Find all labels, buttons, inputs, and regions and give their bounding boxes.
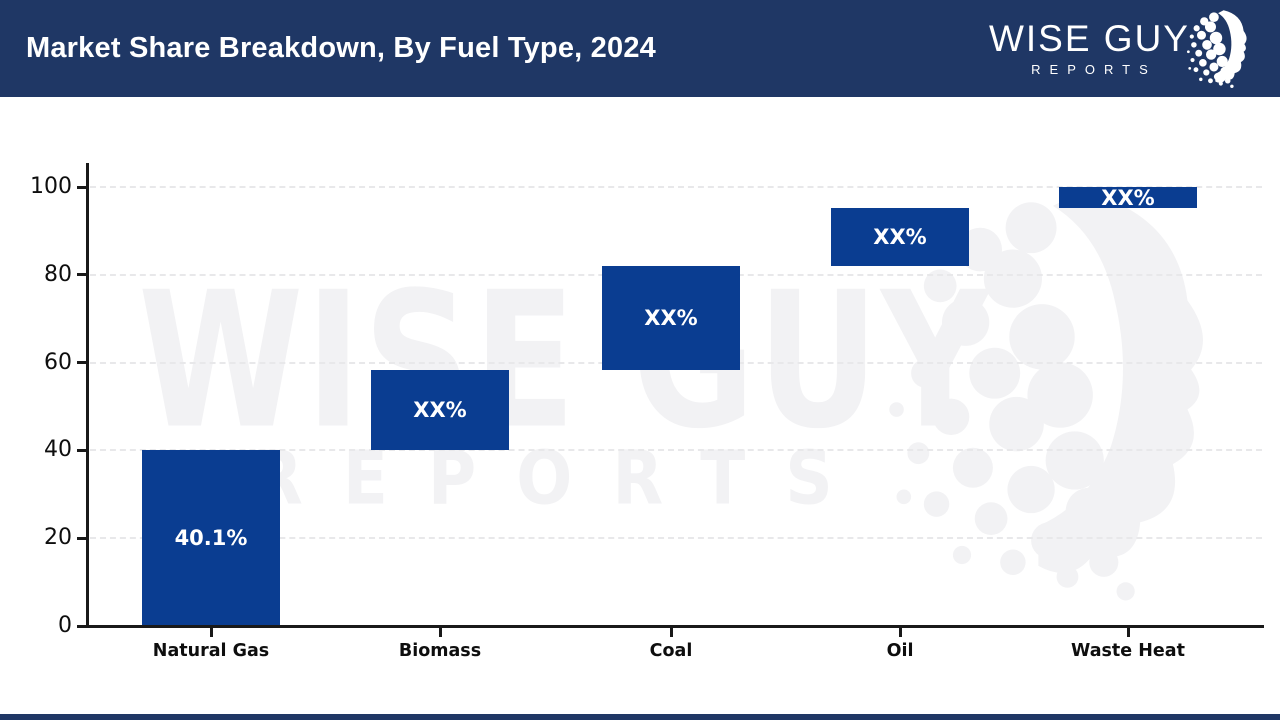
- y-tick-label: 40: [44, 437, 72, 463]
- watermark-text-line2: REPORTS: [252, 435, 873, 522]
- bar-value-label: XX%: [1101, 185, 1155, 210]
- x-tick-mark: [1126, 628, 1130, 637]
- gridline: [90, 186, 1262, 188]
- footer-bar: [0, 714, 1280, 720]
- x-axis-line: [86, 625, 1264, 628]
- x-category-label: Oil: [886, 641, 914, 661]
- x-category-label: Natural Gas: [152, 641, 270, 661]
- y-tick-label: 100: [30, 174, 72, 199]
- page-title: Market Share Breakdown, By Fuel Type, 20…: [26, 32, 656, 64]
- gridline: [90, 449, 1262, 452]
- bar-value-label: XX%: [873, 225, 927, 250]
- y-tick-mark: [77, 624, 86, 628]
- y-tick-label: 0: [58, 613, 72, 638]
- x-tick-mark: [438, 628, 442, 637]
- bar-value-label: XX%: [644, 306, 698, 331]
- x-tick-mark: [669, 628, 673, 637]
- x-category-label: Biomass: [398, 641, 482, 661]
- brand-logo: WISE GUY REPORTS: [989, 7, 1254, 91]
- header-bar: Market Share Breakdown, By Fuel Type, 20…: [0, 0, 1280, 97]
- y-tick-mark: [77, 361, 86, 365]
- bar-natural-gas: 40.1%: [142, 449, 280, 626]
- brand-name: WISE GUY: [988, 18, 1190, 59]
- y-tick-mark: [77, 273, 86, 277]
- bar-value-label: 40.1%: [174, 525, 248, 550]
- x-category-label: Waste Heat: [1071, 641, 1185, 661]
- y-tick-mark: [77, 185, 86, 189]
- brand-logo-text: WISE GUY REPORTS: [989, 20, 1190, 77]
- y-tick-label: 20: [44, 525, 72, 551]
- bar-coal: XX%: [602, 266, 740, 371]
- x-category-label: Coal: [649, 641, 693, 661]
- x-tick-mark: [898, 628, 902, 637]
- bar-oil: XX%: [831, 208, 969, 267]
- bar-value-label: XX%: [413, 398, 467, 422]
- y-tick-label: 80: [44, 261, 72, 287]
- y-tick-mark: [77, 448, 86, 452]
- brand-subtitle: REPORTS: [1031, 62, 1157, 77]
- gridline: [90, 537, 1262, 540]
- y-tick-label: 60: [44, 349, 72, 375]
- wise-guy-face-icon: [1178, 7, 1254, 91]
- y-axis-line: [86, 163, 89, 628]
- bar-biomass: XX%: [371, 370, 509, 450]
- bar-waste-heat: XX%: [1059, 185, 1197, 210]
- x-tick-mark: [209, 628, 213, 637]
- y-tick-mark: [77, 536, 86, 540]
